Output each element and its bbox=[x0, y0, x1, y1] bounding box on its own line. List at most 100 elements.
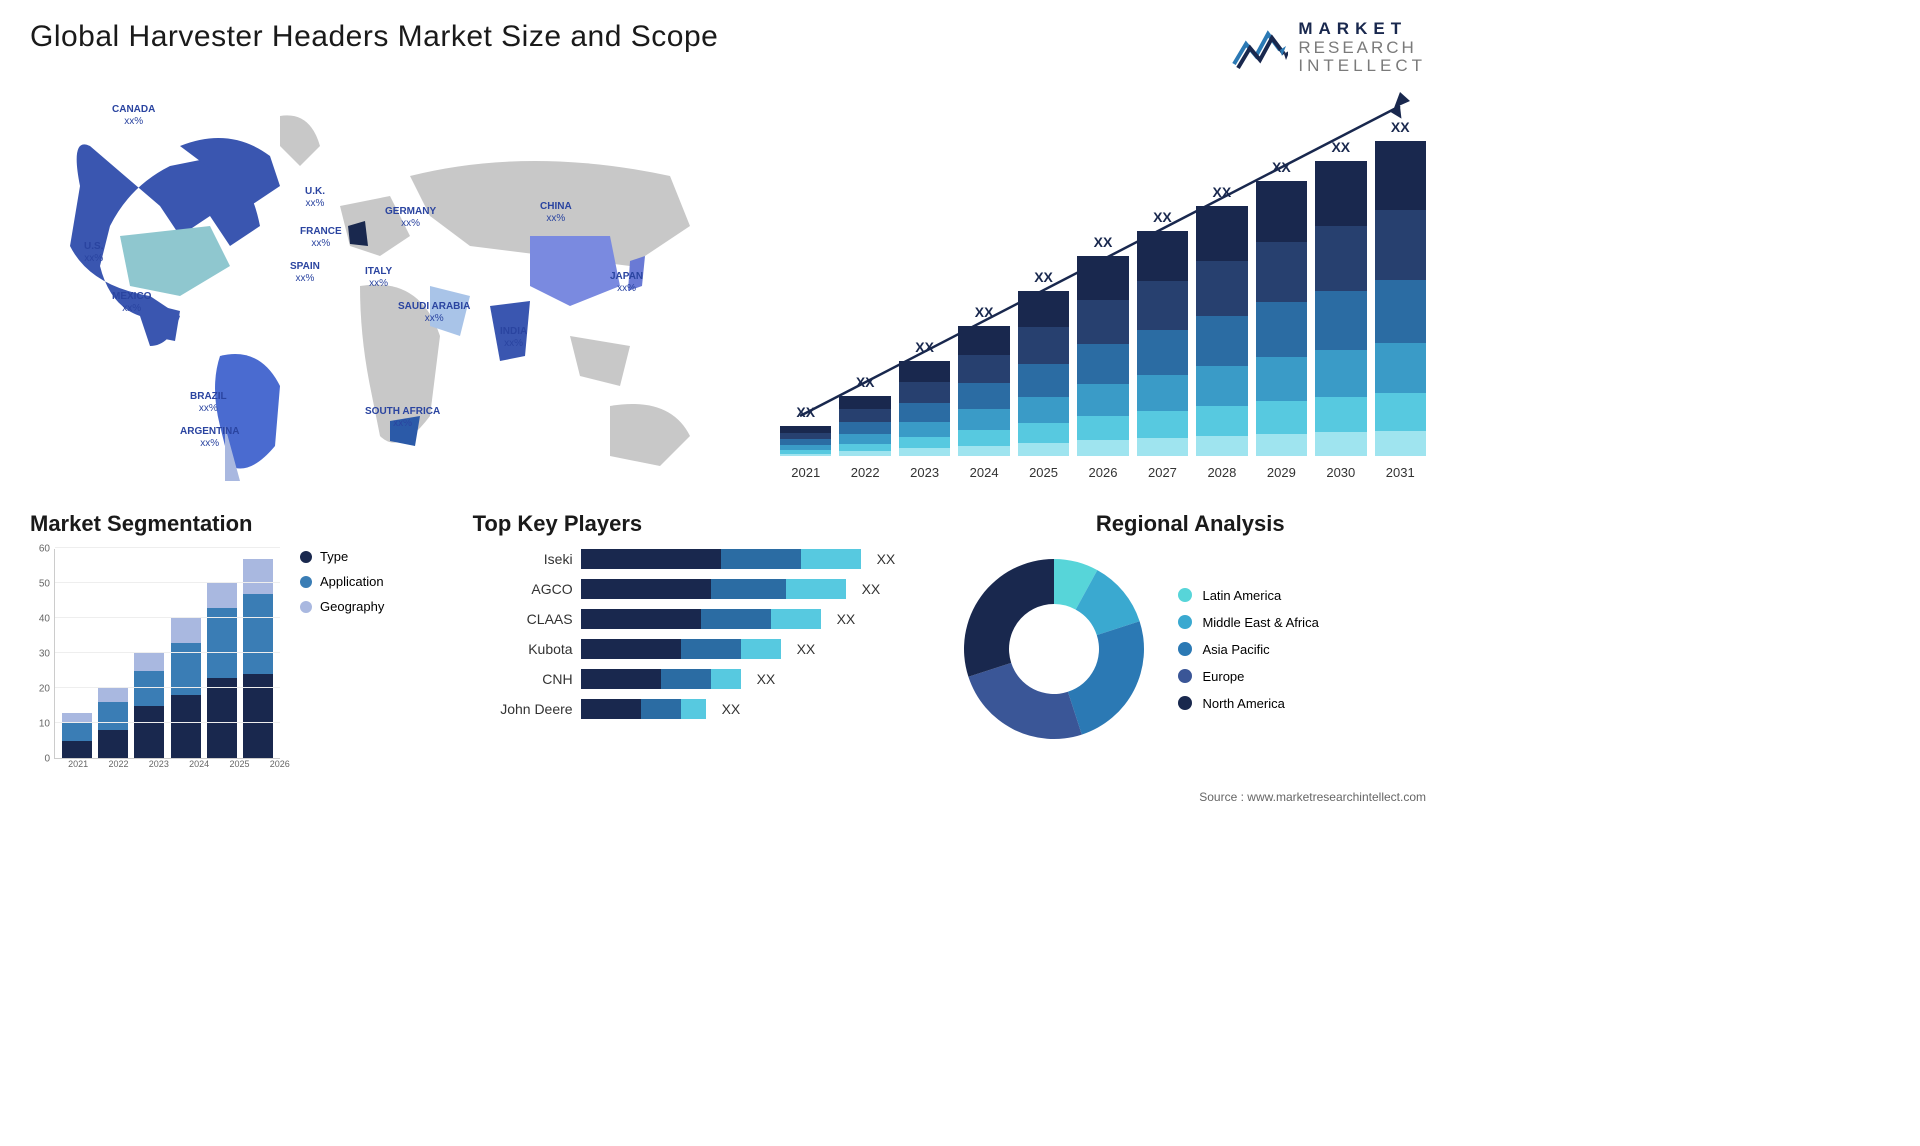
segmentation-bar bbox=[243, 559, 273, 759]
world-map: CANADAxx% U.S.xx% MEXICOxx% BRAZILxx% ARGENT… bbox=[30, 86, 750, 486]
logo-text-2: RESEARCH bbox=[1298, 39, 1426, 58]
seg-y-tick: 20 bbox=[39, 684, 50, 695]
forecast-bar-value: XX bbox=[1272, 159, 1291, 175]
map-label: ARGENTINAxx% bbox=[180, 426, 239, 450]
forecast-bar: XX bbox=[839, 374, 890, 456]
page-title: Global Harvester Headers Market Size and… bbox=[30, 20, 718, 54]
map-label: SAUDI ARABIAxx% bbox=[398, 301, 470, 325]
key-player-name: John Deere bbox=[473, 701, 573, 717]
forecast-x-label: 2031 bbox=[1375, 465, 1426, 480]
seg-x-label: 2023 bbox=[149, 759, 169, 769]
key-player-value: XX bbox=[837, 611, 856, 627]
forecast-bar-value: XX bbox=[1331, 139, 1350, 155]
key-player-value: XX bbox=[722, 701, 741, 717]
forecast-bar-value: XX bbox=[1391, 119, 1410, 135]
forecast-bar-value: XX bbox=[1034, 269, 1053, 285]
forecast-x-label: 2028 bbox=[1196, 465, 1247, 480]
key-player-bar bbox=[581, 579, 846, 599]
segmentation-title: Market Segmentation bbox=[30, 511, 443, 537]
key-player-name: CNH bbox=[473, 671, 573, 687]
donut-slice bbox=[964, 559, 1054, 677]
segmentation-bar bbox=[171, 618, 201, 758]
map-label: ITALYxx% bbox=[365, 266, 392, 290]
brand-logo: MARKET RESEARCH INTELLECT bbox=[1232, 20, 1426, 76]
donut-slice bbox=[969, 663, 1082, 739]
seg-y-tick: 50 bbox=[39, 579, 50, 590]
logo-mark-icon bbox=[1232, 24, 1288, 72]
forecast-bar: XX bbox=[780, 404, 831, 456]
regional-legend-item: Latin America bbox=[1178, 588, 1318, 603]
forecast-bar: XX bbox=[1196, 184, 1247, 456]
forecast-bar: XX bbox=[1077, 234, 1128, 456]
segmentation-bar bbox=[134, 653, 164, 758]
key-player-value: XX bbox=[797, 641, 816, 657]
forecast-x-label: 2021 bbox=[780, 465, 831, 480]
key-player-row: IsekiXX bbox=[473, 549, 925, 569]
forecast-x-label: 2025 bbox=[1018, 465, 1069, 480]
source-attribution: Source : www.marketresearchintellect.com bbox=[1199, 790, 1426, 804]
key-players-title: Top Key Players bbox=[473, 511, 925, 537]
key-player-bar bbox=[581, 669, 741, 689]
regional-title: Regional Analysis bbox=[954, 511, 1426, 537]
regional-donut-chart bbox=[954, 549, 1154, 749]
forecast-bar: XX bbox=[899, 339, 950, 456]
key-player-bar bbox=[581, 699, 706, 719]
seg-x-label: 2024 bbox=[189, 759, 209, 769]
map-label: BRAZILxx% bbox=[190, 391, 227, 415]
map-label: FRANCExx% bbox=[300, 226, 342, 250]
forecast-bar: XX bbox=[1137, 209, 1188, 456]
key-player-bar bbox=[581, 549, 861, 569]
map-label: SOUTH AFRICAxx% bbox=[365, 406, 440, 430]
map-label: SPAINxx% bbox=[290, 261, 320, 285]
key-player-row: CNHXX bbox=[473, 669, 925, 689]
key-player-bar bbox=[581, 639, 781, 659]
map-label: MEXICOxx% bbox=[112, 291, 151, 315]
forecast-x-label: 2027 bbox=[1137, 465, 1188, 480]
key-player-row: John Deere XX bbox=[473, 699, 925, 719]
forecast-bar-value: XX bbox=[915, 339, 934, 355]
segmentation-bar bbox=[207, 583, 237, 758]
seg-x-label: 2025 bbox=[229, 759, 249, 769]
forecast-bar-value: XX bbox=[975, 304, 994, 320]
map-label: JAPANxx% bbox=[610, 271, 643, 295]
forecast-bar: XX bbox=[1256, 159, 1307, 456]
map-label: CANADAxx% bbox=[112, 104, 155, 128]
segmentation-panel: Market Segmentation 0102030405060 TypeAp… bbox=[30, 511, 443, 769]
key-players-panel: Top Key Players IsekiXXAGCOXXCLAASXXKubo… bbox=[473, 511, 925, 769]
regional-legend-item: Asia Pacific bbox=[1178, 642, 1318, 657]
logo-text-3: INTELLECT bbox=[1298, 57, 1426, 76]
seg-y-tick: 60 bbox=[39, 544, 50, 555]
forecast-bar-value: XX bbox=[1153, 209, 1172, 225]
forecast-bar-value: XX bbox=[856, 374, 875, 390]
regional-legend-item: Europe bbox=[1178, 669, 1318, 684]
segmentation-bar bbox=[62, 713, 92, 759]
map-label: U.K.xx% bbox=[305, 186, 325, 210]
key-player-name: CLAAS bbox=[473, 611, 573, 627]
forecast-bar-value: XX bbox=[796, 404, 815, 420]
seg-y-tick: 30 bbox=[39, 649, 50, 660]
forecast-bar: XX bbox=[1018, 269, 1069, 456]
key-player-value: XX bbox=[862, 581, 881, 597]
forecast-bar: XX bbox=[1315, 139, 1366, 456]
segmentation-bar bbox=[98, 688, 128, 758]
seg-x-label: 2022 bbox=[108, 759, 128, 769]
map-label: U.S.xx% bbox=[84, 241, 103, 265]
key-player-row: CLAAS XX bbox=[473, 609, 925, 629]
seg-legend-item: Application bbox=[300, 574, 384, 589]
seg-legend-item: Geography bbox=[300, 599, 384, 614]
seg-y-tick: 40 bbox=[39, 614, 50, 625]
forecast-x-label: 2030 bbox=[1315, 465, 1366, 480]
forecast-x-label: 2023 bbox=[899, 465, 950, 480]
seg-x-label: 2021 bbox=[68, 759, 88, 769]
forecast-x-label: 2024 bbox=[958, 465, 1009, 480]
forecast-x-label: 2022 bbox=[839, 465, 890, 480]
forecast-chart: XX XX XX XX XX XX XX XX XX XX XX 2021 2022 2023 2024 2… bbox=[780, 86, 1426, 486]
key-player-name: AGCO bbox=[473, 581, 573, 597]
forecast-x-label: 2029 bbox=[1256, 465, 1307, 480]
key-player-row: KubotaXX bbox=[473, 639, 925, 659]
map-label: CHINAxx% bbox=[540, 201, 572, 225]
forecast-x-label: 2026 bbox=[1077, 465, 1128, 480]
seg-y-tick: 0 bbox=[44, 754, 50, 765]
seg-x-label: 2026 bbox=[270, 759, 290, 769]
regional-panel: Regional Analysis Latin AmericaMiddle Ea… bbox=[954, 511, 1426, 769]
